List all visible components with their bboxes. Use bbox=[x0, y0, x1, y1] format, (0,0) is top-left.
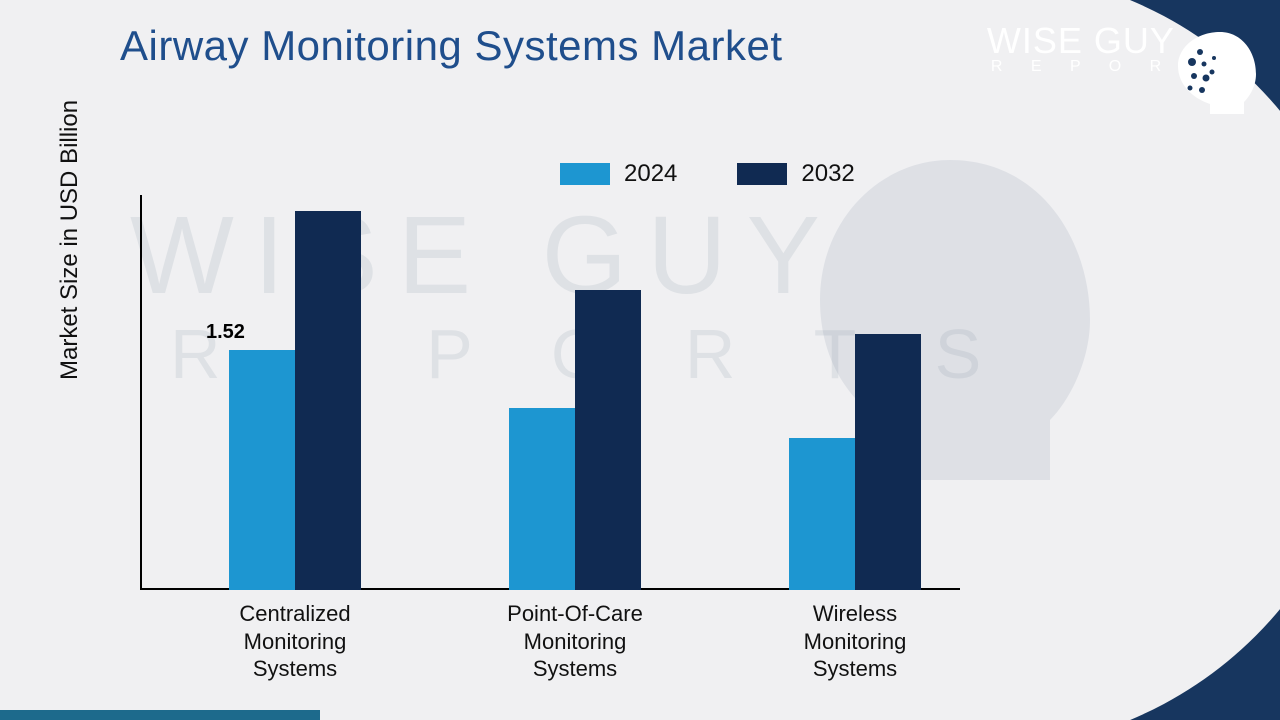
category-label: Wireless Monitoring Systems bbox=[760, 600, 950, 683]
chart-legend: 2024 2032 bbox=[560, 160, 855, 188]
brand-head-icon bbox=[1170, 28, 1260, 118]
bar-group bbox=[760, 334, 950, 590]
category-label: Point-Of-Care Monitoring Systems bbox=[480, 600, 670, 683]
y-axis-line bbox=[140, 195, 142, 590]
chart-plot-area: 1.52 bbox=[140, 195, 960, 590]
bar bbox=[509, 408, 575, 590]
category-label: Centralized Monitoring Systems bbox=[200, 600, 390, 683]
brand-logo: WISE GUY R E P O R T S bbox=[987, 20, 1250, 76]
legend-label-2032: 2032 bbox=[801, 160, 854, 188]
legend-item-2032: 2032 bbox=[737, 160, 854, 188]
decorative-bottom-bar bbox=[0, 710, 320, 720]
bar-group bbox=[480, 290, 670, 590]
bar bbox=[229, 350, 295, 590]
bar-value-label: 1.52 bbox=[206, 321, 245, 344]
legend-swatch-2032 bbox=[737, 163, 787, 185]
y-axis-label: Market Size in USD Billion bbox=[56, 100, 84, 380]
bar bbox=[575, 290, 641, 590]
bar-group: 1.52 bbox=[200, 211, 390, 590]
infographic-canvas: WISE GUY R E P O R T S Airway Monitoring… bbox=[0, 0, 1280, 720]
bar bbox=[855, 334, 921, 590]
legend-label-2024: 2024 bbox=[624, 160, 677, 188]
chart-title: Airway Monitoring Systems Market bbox=[120, 22, 783, 70]
legend-swatch-2024 bbox=[560, 163, 610, 185]
bar bbox=[295, 211, 361, 590]
bar bbox=[789, 438, 855, 590]
legend-item-2024: 2024 bbox=[560, 160, 677, 188]
